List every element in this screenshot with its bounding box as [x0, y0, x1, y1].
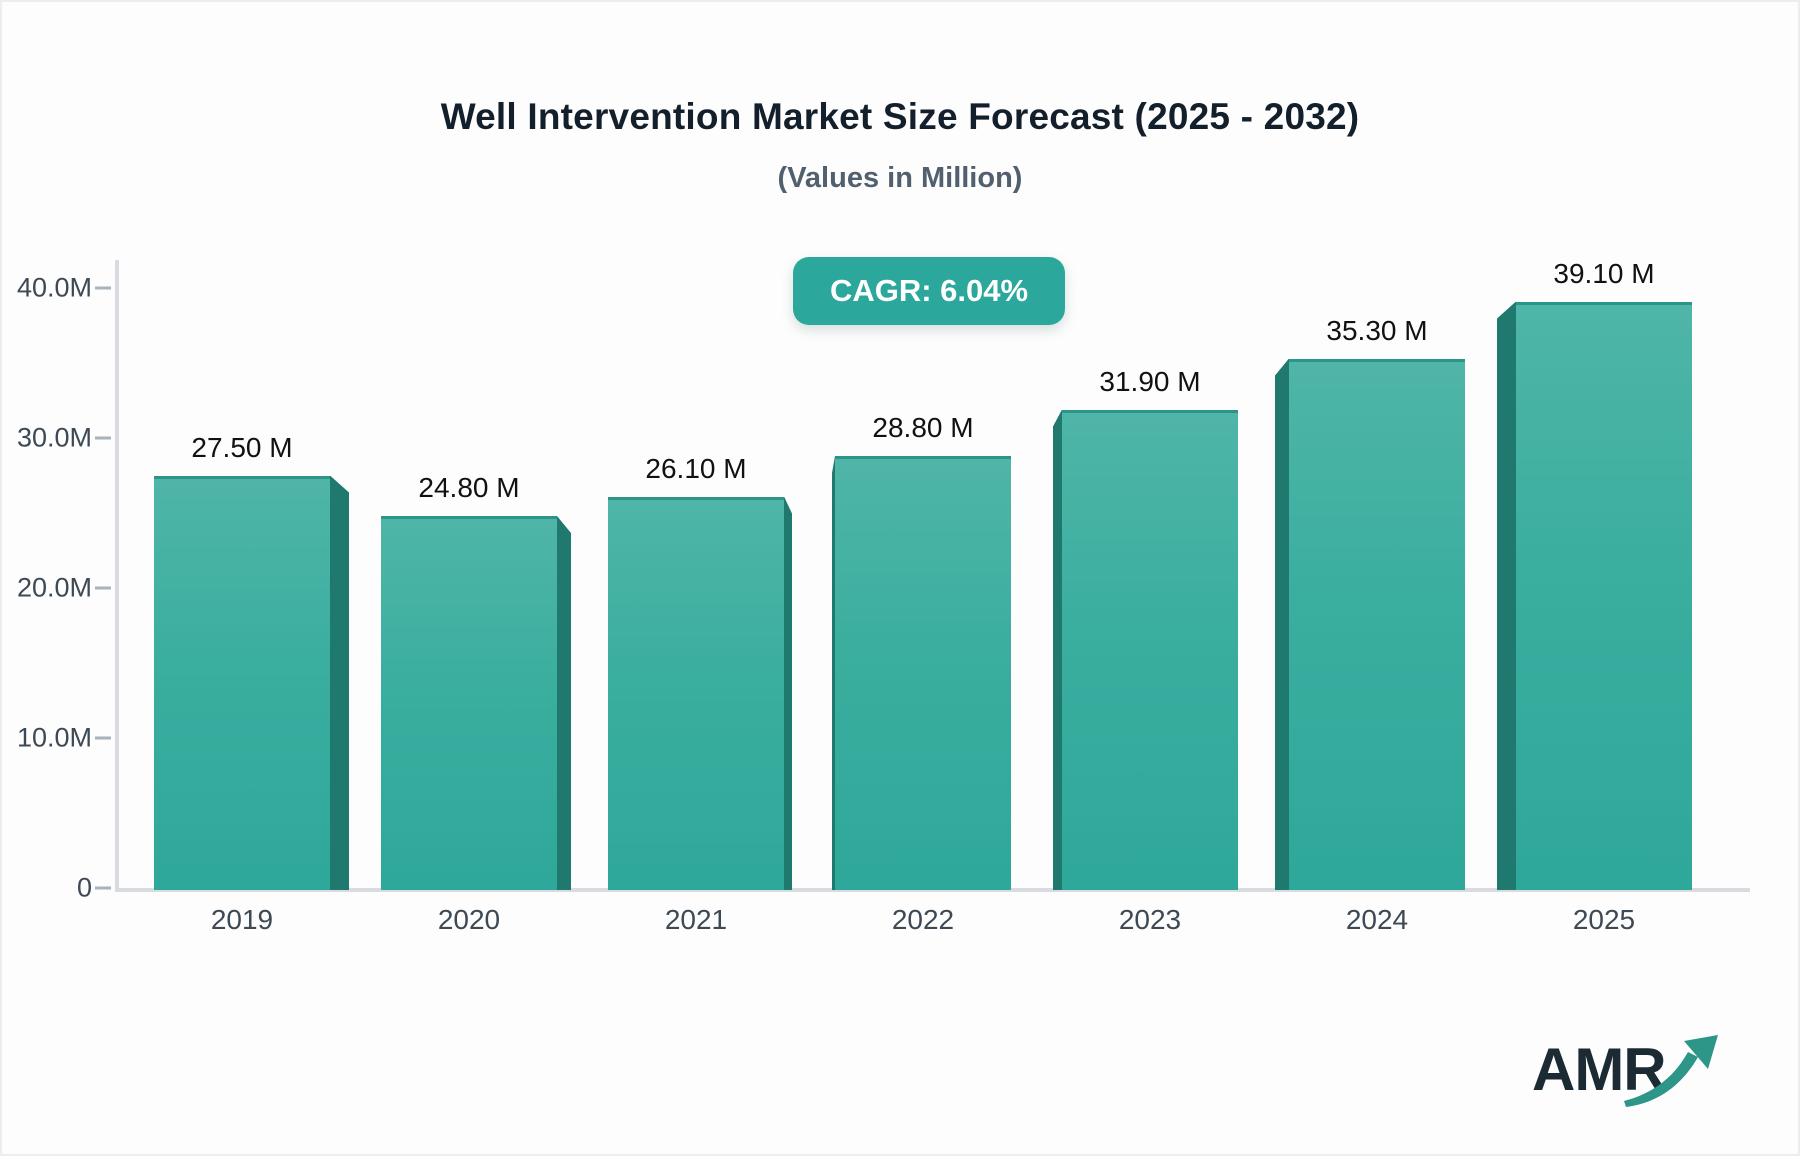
y-axis-tick-label: 20.0M [16, 572, 92, 603]
bar-3d-side [330, 475, 349, 890]
cagr-badge: CAGR: 6.04% [793, 257, 1065, 325]
y-axis-tick-label: 40.0M [16, 272, 92, 303]
bar-2024 [1289, 358, 1465, 890]
bar-3d-side [784, 496, 792, 890]
y-axis-line [115, 260, 119, 892]
chart-title: Well Intervention Market Size Forecast (… [440, 96, 1360, 137]
x-axis-tick-label: 2023 [1118, 904, 1182, 935]
bar-value-label: 31.90 M [1099, 365, 1201, 397]
y-axis-tick-mark [95, 286, 111, 290]
x-axis-tick-label: 2022 [891, 904, 955, 935]
bar-3d-side [1053, 409, 1062, 890]
x-axis-tick-label: 2021 [664, 904, 728, 935]
y-axis-tick-mark [95, 586, 111, 590]
y-axis-tick-mark [95, 436, 111, 440]
bar-2020 [381, 516, 557, 890]
bar-3d-side [1497, 301, 1516, 890]
growth-arrow-icon [1624, 1035, 1718, 1107]
y-axis-tick-mark [95, 886, 111, 890]
bar-value-label: 26.10 M [645, 452, 747, 484]
bar-value-label: 24.80 M [418, 472, 520, 503]
bar-2023 [1062, 409, 1238, 890]
chart-subtitle: (Values in Million) [777, 162, 1023, 194]
y-axis-tick-label: 30.0M [16, 422, 92, 453]
x-axis-tick-label: 2019 [210, 904, 274, 935]
bar-2021 [608, 496, 784, 890]
bar-2022 [835, 456, 1011, 890]
bar-3d-side [1275, 358, 1289, 890]
bar-value-label: 28.80 M [872, 412, 974, 443]
y-axis-tick-label: 10.0M [16, 722, 92, 753]
bar-2019 [154, 475, 330, 890]
bar-3d-side [557, 516, 571, 890]
y-axis-tick-label: 0 [76, 872, 92, 903]
bar-value-label: 35.30 M [1326, 314, 1428, 346]
bar-value-label: 27.50 M [191, 431, 293, 463]
x-axis-tick-label: 2020 [437, 904, 501, 935]
bar-2025 [1516, 301, 1692, 890]
bar-3d-side [832, 456, 835, 890]
y-axis-tick-mark [95, 736, 111, 740]
x-axis-tick-label: 2024 [1345, 904, 1409, 935]
amr-logo-text: AMR [1532, 1036, 1667, 1103]
x-axis-tick-label: 2025 [1572, 904, 1636, 935]
x-axis-baseline [115, 888, 1750, 892]
amr-logo: AMR [1524, 1027, 1724, 1117]
bar-value-label: 39.10 M [1553, 257, 1655, 289]
